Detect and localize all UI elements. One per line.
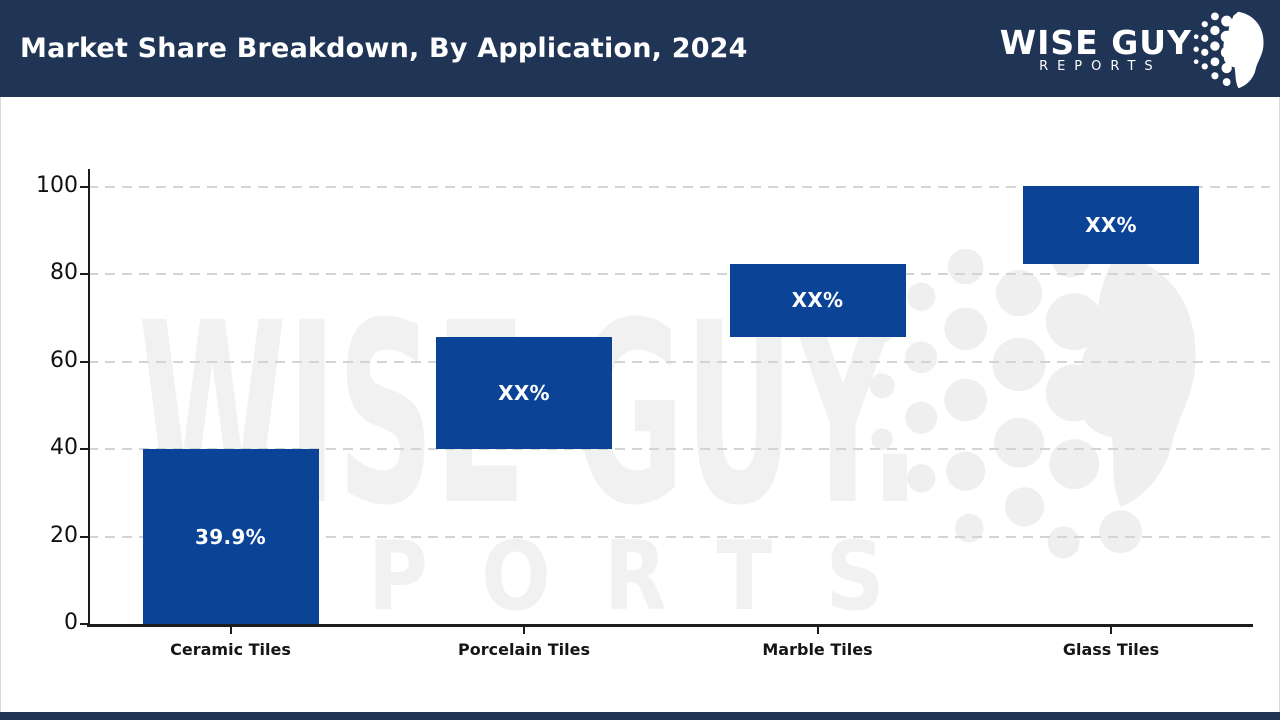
- x-tick-mark: [1110, 626, 1112, 634]
- y-tick-label: 80: [50, 260, 78, 285]
- footer-bar: [0, 712, 1280, 720]
- wiseguy-logo: WISE GUY REPORTS: [1000, 6, 1272, 94]
- x-category-label: Ceramic Tiles: [170, 640, 291, 659]
- y-tick-label: 40: [50, 435, 78, 460]
- x-tick-mark: [816, 626, 819, 634]
- bar-value-label: XX%: [498, 381, 550, 406]
- gridline: [88, 448, 1270, 450]
- logo-subtext: REPORTS: [1039, 59, 1162, 75]
- gridline: [88, 185, 1270, 188]
- y-tick-label: 60: [50, 347, 78, 373]
- y-tick-label: 0: [64, 610, 78, 635]
- gridline: [88, 360, 1270, 363]
- logo-text: WISE GUY REPORTS: [999, 22, 1192, 75]
- bar-value-label: XX%: [1085, 212, 1137, 237]
- chart-title: Market Share Breakdown, By Application, …: [20, 33, 748, 64]
- y-tick-mark: [80, 623, 88, 625]
- y-axis-line: [88, 169, 90, 626]
- gridline: [88, 273, 1270, 275]
- x-axis-line: [87, 624, 1253, 627]
- logo-wordmark: WISE GUY: [999, 22, 1192, 62]
- y-tick-mark: [80, 360, 88, 363]
- x-category-label: Porcelain Tiles: [458, 640, 590, 659]
- bar: XX%: [1023, 185, 1199, 264]
- y-tick-label: 20: [50, 522, 78, 548]
- logo-head-icon: [1193, 11, 1264, 89]
- y-tick-mark: [80, 185, 88, 188]
- x-tick-mark: [229, 626, 232, 634]
- x-category-label: Glass Tiles: [1062, 640, 1160, 659]
- header: Market Share Breakdown, By Application, …: [0, 0, 1280, 97]
- y-tick-mark: [80, 448, 88, 450]
- y-tick-mark: [80, 273, 88, 275]
- bar-value-label: 39.9%: [195, 524, 266, 549]
- bar-value-label: XX%: [791, 288, 844, 313]
- gridline: [88, 535, 1270, 538]
- y-tick-mark: [80, 535, 88, 538]
- bar: 39.9%: [142, 449, 319, 624]
- watermark-head-icon: [869, 238, 1196, 559]
- bar: XX%: [436, 337, 612, 450]
- watermark-subtext: PORTS: [368, 522, 938, 632]
- x-category-label: Marble Tiles: [762, 640, 873, 659]
- x-tick-mark: [523, 626, 525, 634]
- y-tick-label: 100: [36, 172, 78, 198]
- bar: XX%: [729, 263, 906, 337]
